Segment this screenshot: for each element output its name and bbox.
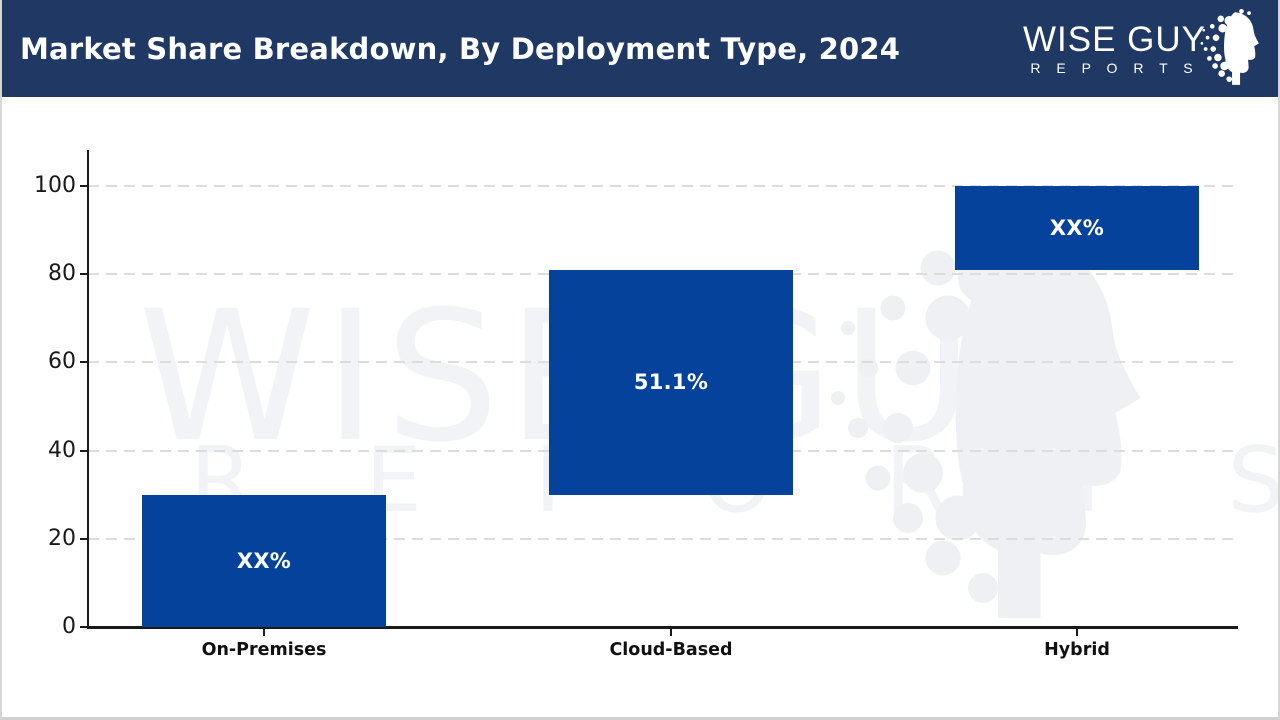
x-axis-line — [87, 626, 1238, 629]
x-axis-tick — [1076, 629, 1078, 636]
x-axis-tick — [263, 629, 265, 636]
gridline — [88, 185, 1238, 187]
y-axis-tick — [80, 273, 87, 276]
wise-guy-reports-logo: WISE GUY R E P O R T S — [1023, 6, 1266, 92]
bar-value-label: XX% — [1049, 215, 1105, 240]
bar-value-label: 51.1% — [633, 370, 709, 395]
watermark-dotted-face — [831, 218, 1141, 618]
y-axis-tick — [80, 626, 87, 628]
gridline — [88, 537, 1238, 540]
y-axis-tick — [80, 537, 87, 540]
bar: 51.1% — [549, 269, 793, 496]
logo-reports-text: R E P O R T S — [1030, 60, 1199, 76]
y-axis-tick-label: 80 — [48, 261, 76, 287]
bar-value-label: XX% — [236, 549, 292, 574]
chart-title: Market Share Breakdown, By Deployment Ty… — [20, 31, 901, 66]
x-axis-category-label: Cloud-Based — [609, 640, 733, 660]
x-axis-tick — [670, 629, 672, 636]
y-axis-tick — [80, 449, 87, 452]
y-axis-tick-label: 20 — [48, 525, 76, 551]
y-axis-tick-label: 0 — [62, 614, 76, 639]
x-axis-category-label: On-Premises — [201, 640, 327, 660]
y-axis-tick — [80, 361, 87, 364]
bar: XX% — [142, 495, 386, 627]
logo-wise-guy-text: WISE GUY — [1022, 20, 1206, 59]
y-axis-tick-label: 40 — [48, 437, 76, 463]
y-axis-tick-label: 60 — [48, 349, 76, 375]
y-axis-line — [87, 150, 89, 629]
y-axis-tick-label: 100 — [34, 173, 76, 198]
header-bar: Market Share Breakdown, By Deployment Ty… — [0, 0, 1280, 97]
x-axis-category-label: Hybrid — [1044, 640, 1110, 660]
dotted-face-icon — [1200, 9, 1259, 85]
bar: XX% — [955, 186, 1199, 270]
logo-text: WISE GUY R E P O R T S — [1022, 20, 1206, 77]
y-axis-tick — [80, 185, 87, 187]
